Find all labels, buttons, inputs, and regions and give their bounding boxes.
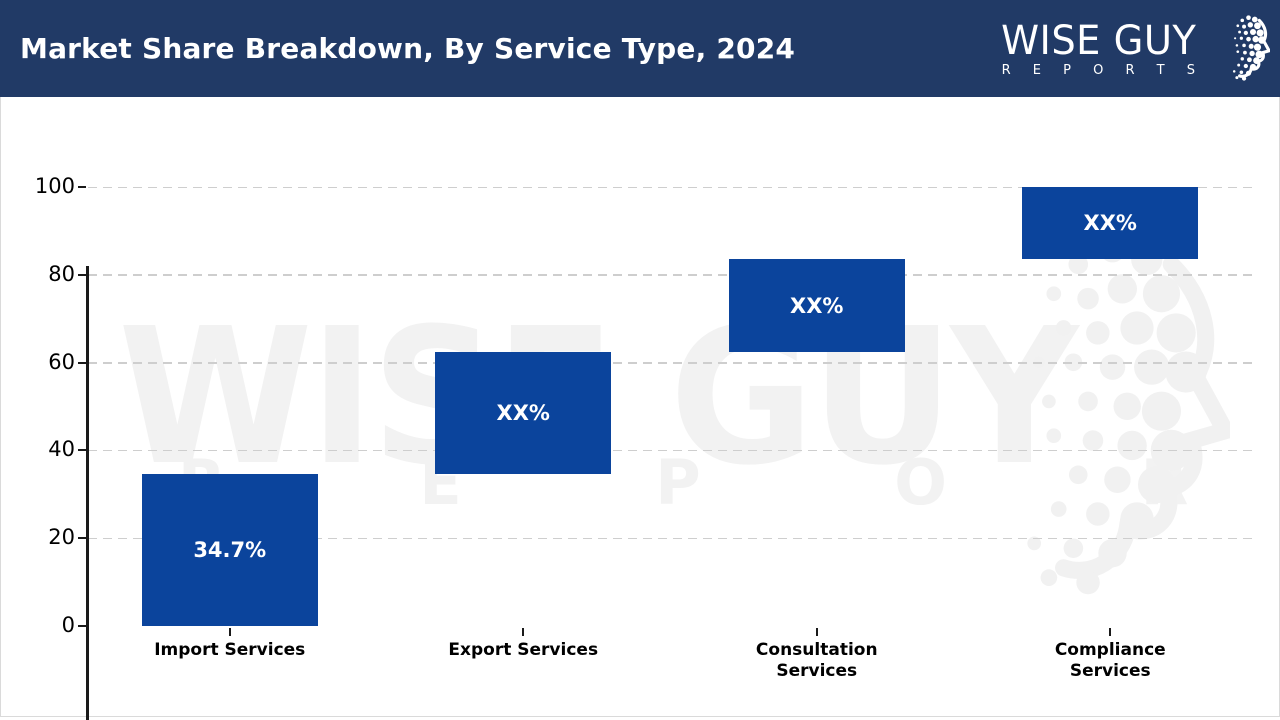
y-axis-line [86, 266, 89, 720]
y-tick-0 [78, 625, 86, 627]
waterfall-chart: 0 20 40 60 80 100 34.7% Import Services XX% Expor… [0, 97, 1280, 720]
category-label-export-services: Export Services [448, 640, 599, 660]
logo-text: WISE GUY R E P O R T S [997, 21, 1200, 77]
dotted-head-icon [1202, 10, 1270, 88]
y-tick-label-80: 80 [48, 261, 75, 286]
bar-export-services: XX% [435, 351, 612, 474]
bar-compliance-services: XX% [1022, 187, 1199, 260]
y-tick-20 [78, 537, 86, 540]
y-tick-60 [78, 361, 86, 364]
y-tick-label-20: 20 [48, 525, 75, 550]
bar-consultation-services: XX% [728, 259, 905, 352]
logo-wordmark: WISE GUY [1000, 17, 1196, 64]
gridline-80 [88, 274, 1257, 276]
header-bar: Market Share Breakdown, By Service Type,… [0, 0, 1280, 97]
x-tick-compliance-services [1109, 628, 1112, 636]
gridline-60 [88, 362, 1257, 364]
gridline-20 [88, 537, 1257, 540]
category-label-compliance-services: Compliance Services [1054, 640, 1166, 682]
y-tick-80 [78, 273, 86, 276]
gridline-100 [88, 186, 1257, 188]
x-tick-consultation-services [815, 628, 818, 636]
bar-value-label: XX% [790, 293, 844, 318]
x-tick-export-services [522, 628, 525, 636]
bar-value-label: 34.7% [193, 537, 267, 562]
y-tick-40 [78, 449, 86, 452]
wise-guy-reports-logo: WISE GUY R E P O R T S [997, 10, 1280, 88]
x-tick-import-services [228, 628, 231, 636]
y-tick-label-0: 0 [61, 613, 75, 637]
category-label-consultation-services: Consultation Services [755, 640, 878, 682]
bar-value-label: XX% [496, 400, 550, 425]
bar-value-label: XX% [1083, 211, 1137, 236]
y-tick-label-100: 100 [34, 174, 75, 198]
bar-import-services: 34.7% [141, 473, 318, 626]
y-tick-100 [78, 186, 86, 188]
logo-subtitle: R E P O R T S [1001, 62, 1204, 78]
y-tick-label-60: 60 [48, 349, 75, 374]
gridline-40 [88, 449, 1257, 452]
y-tick-label-40: 40 [48, 437, 75, 462]
page-title: Market Share Breakdown, By Service Type,… [20, 32, 796, 65]
category-label-import-services: Import Services [154, 640, 306, 660]
